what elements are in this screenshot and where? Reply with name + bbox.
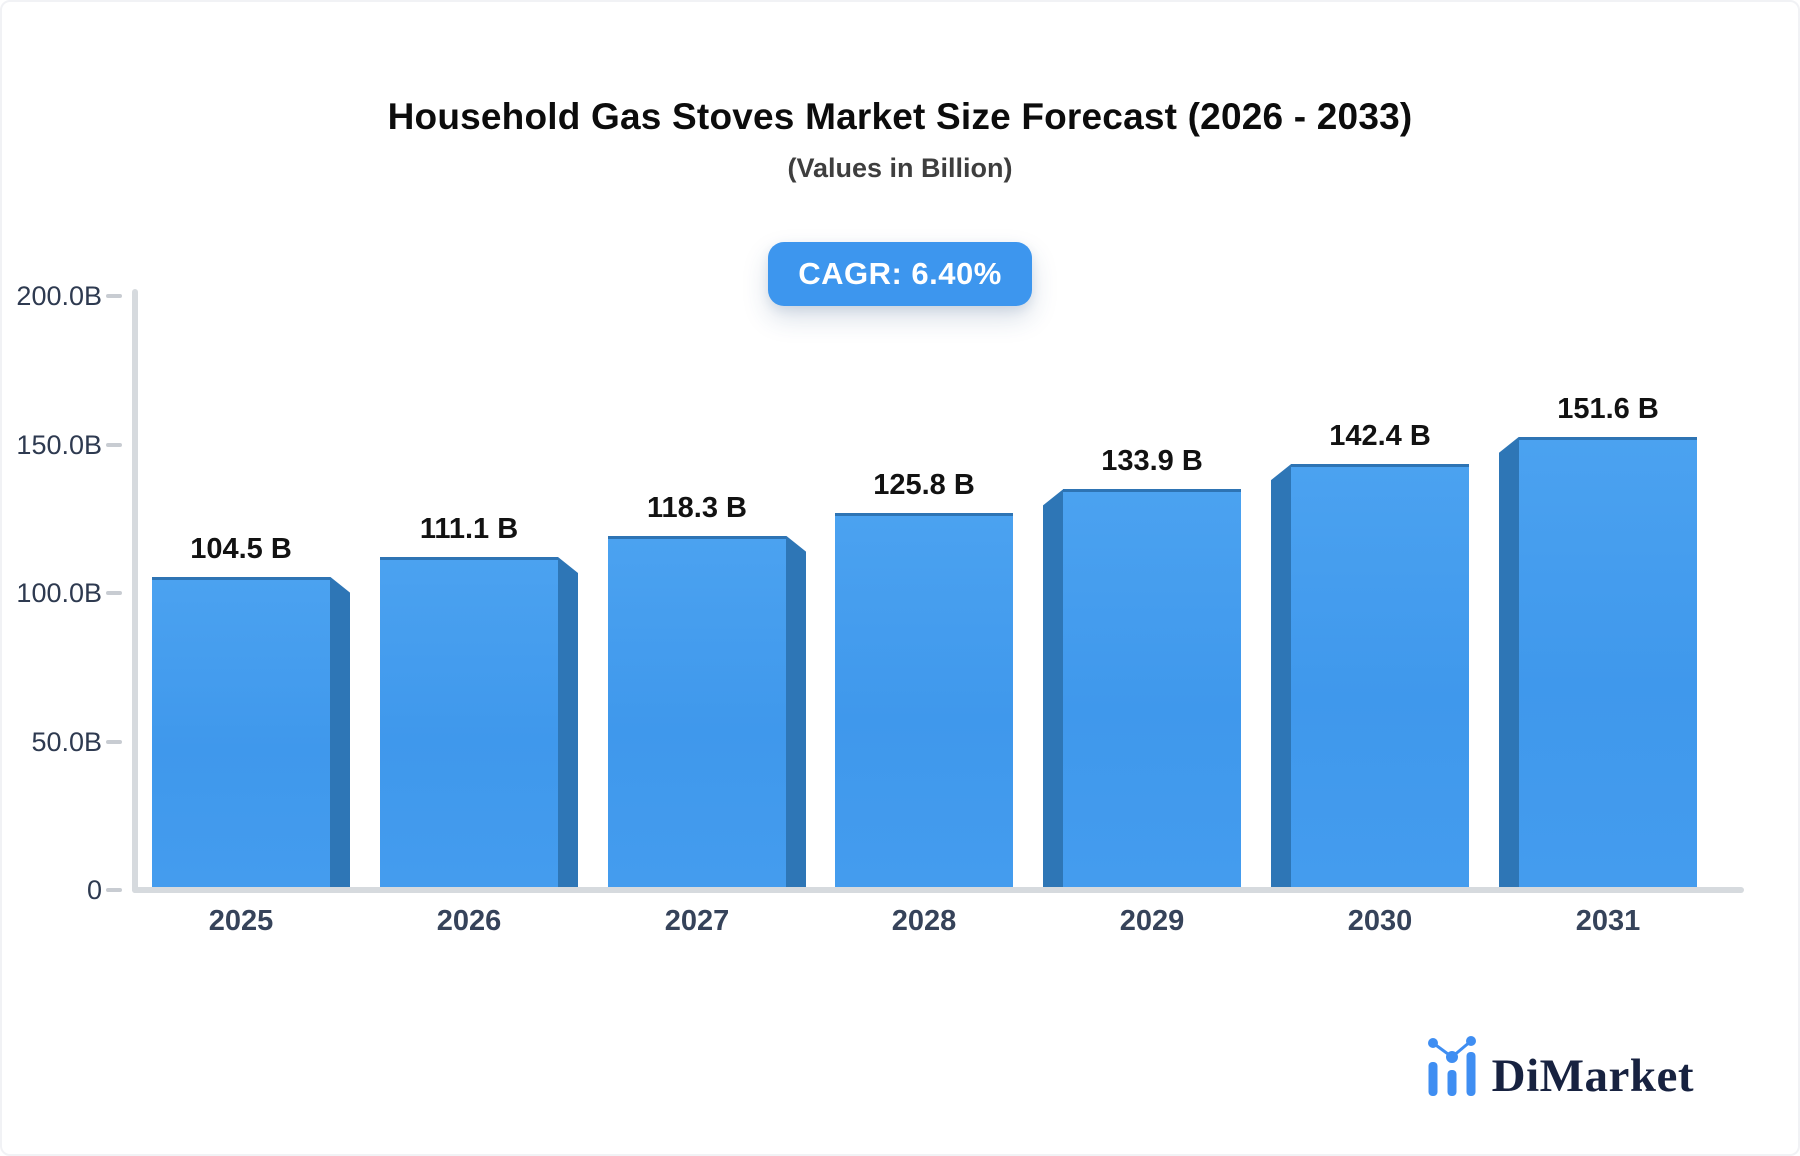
y-axis-tick-label: 150.0B bbox=[16, 429, 102, 460]
x-axis-label: 2029 bbox=[1119, 905, 1185, 937]
bar-3d-side-face bbox=[1499, 436, 1519, 887]
bar-value-label: 133.9 B bbox=[1101, 445, 1203, 478]
bar-value-label: 125.8 B bbox=[873, 469, 975, 502]
y-axis-tick-mark bbox=[106, 591, 122, 595]
bar bbox=[1291, 464, 1469, 887]
bar-value-label: 118.3 B bbox=[647, 491, 747, 524]
y-axis-line bbox=[132, 289, 138, 893]
x-axis-label: 2028 bbox=[891, 905, 957, 937]
bar bbox=[152, 576, 330, 887]
y-axis-tick-mark bbox=[106, 739, 122, 744]
dimarket-logo-icon bbox=[1427, 1036, 1476, 1096]
y-axis-tick-label: 50.0B bbox=[31, 726, 102, 757]
y-axis-tick-mark bbox=[106, 442, 122, 447]
bar-value-label: 151.6 B bbox=[1557, 392, 1659, 425]
x-axis-label: 2030 bbox=[1347, 905, 1413, 937]
chart-header: Household Gas Stoves Market Size Forecas… bbox=[2, 94, 1798, 306]
bar-3d-side-face bbox=[558, 557, 578, 887]
bar-3d-side-face bbox=[1271, 464, 1291, 887]
x-axis-label: 2027 bbox=[664, 905, 730, 937]
chart-subtitle: (Values in Billion) bbox=[787, 153, 1013, 183]
x-axis-line bbox=[132, 887, 1744, 893]
bar bbox=[1063, 489, 1241, 887]
y-axis-tick-label: 100.0B bbox=[16, 578, 102, 608]
y-axis-tick-label: 0 bbox=[86, 875, 102, 905]
x-axis-label: 2031 bbox=[1575, 905, 1641, 937]
y-axis-tick-mark bbox=[106, 888, 122, 892]
bar bbox=[1519, 436, 1697, 887]
bar-value-label: 111.1 B bbox=[419, 513, 519, 546]
x-axis-label: 2026 bbox=[436, 905, 502, 937]
bar-value-label: 142.4 B bbox=[1329, 420, 1431, 453]
cagr-badge: CAGR: 6.40% bbox=[768, 242, 1032, 306]
y-axis-tick-label: 200.0B bbox=[16, 281, 102, 311]
bar-3d-side-face bbox=[330, 576, 350, 887]
chart-title: Household Gas Stoves Market Size Forecas… bbox=[387, 96, 1413, 137]
bar bbox=[835, 513, 1013, 887]
bar bbox=[608, 535, 786, 887]
bar bbox=[380, 557, 558, 887]
bar-value-label: 104.5 B bbox=[190, 532, 292, 565]
dimarket-logo: DiMarket bbox=[1427, 1034, 1694, 1102]
x-axis-label: 2025 bbox=[208, 905, 274, 937]
bar-3d-side-face bbox=[786, 535, 806, 887]
bar-3d-side-face bbox=[1043, 489, 1063, 887]
dimarket-logo-text: DiMarket bbox=[1491, 1050, 1694, 1102]
y-axis-tick-mark bbox=[106, 294, 122, 298]
